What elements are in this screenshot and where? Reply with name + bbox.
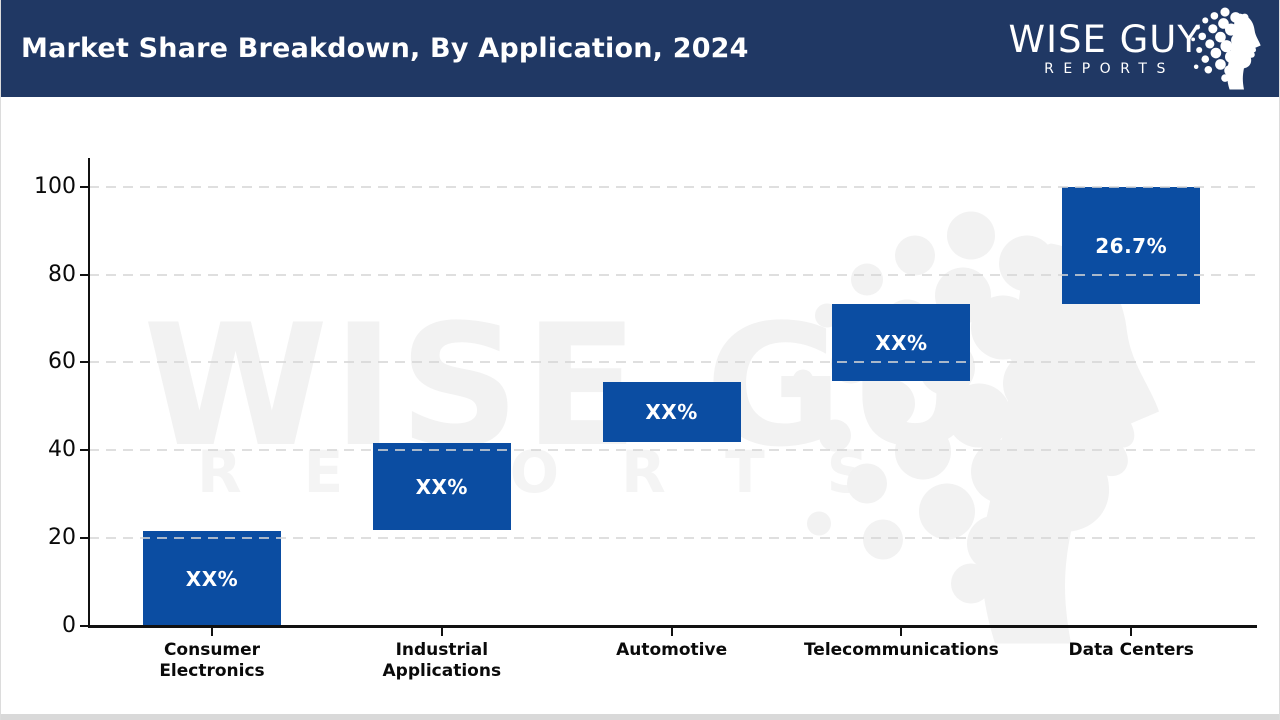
brand-wordmark: WISE GUY REPORTS <box>1008 18 1201 78</box>
y-tick-label-0: 0 <box>62 612 76 638</box>
y-tick-mark-20 <box>80 536 89 539</box>
y-tick-label-60: 60 <box>48 349 76 375</box>
gridline-100 <box>89 186 1257 188</box>
gridline-40 <box>89 449 1257 452</box>
brand-subname: REPORTS <box>1044 61 1175 77</box>
x-tick-label-0: Consumer Electronics <box>159 640 265 681</box>
x-tick-mark-3 <box>900 627 903 636</box>
bar-industrial-applications: XX% <box>372 442 511 531</box>
y-axis-line <box>88 158 90 628</box>
bar-value-label: XX% <box>645 400 698 425</box>
footer-divider-strip <box>1 714 1279 720</box>
x-tick-mark-2 <box>670 627 673 636</box>
x-tick-label-2: Automotive <box>616 640 728 660</box>
x-tick-mark-4 <box>1130 627 1133 636</box>
bar-value-label: 26.7% <box>1095 233 1168 258</box>
bar-telecommunications: XX% <box>832 304 971 382</box>
y-tick-label-80: 80 <box>48 261 76 287</box>
x-tick-label-3: Telecommunications <box>803 640 999 660</box>
bar-value-label: XX% <box>185 566 239 591</box>
gridline-60 <box>89 361 1257 364</box>
y-tick-label-40: 40 <box>48 437 76 463</box>
gridline-80 <box>89 273 1257 276</box>
header-bar: Market Share Breakdown, By Application, … <box>1 0 1279 97</box>
bar-data-centers: 26.7% <box>1062 187 1201 305</box>
y-tick-mark-0 <box>80 624 89 627</box>
y-tick-mark-40 <box>80 449 89 452</box>
bar-consumer-electronics: XX% <box>143 531 281 626</box>
y-tick-mark-60 <box>80 361 89 364</box>
bar-value-label: XX% <box>415 474 468 499</box>
y-tick-label-20: 20 <box>48 524 76 550</box>
bar-value-label: XX% <box>875 330 928 355</box>
x-tick-label-1: Industrial Applications <box>382 640 502 681</box>
y-tick-mark-100 <box>80 186 89 188</box>
brand-logo: WISE GUY REPORTS <box>1009 6 1263 91</box>
x-tick-mark-0 <box>211 627 213 636</box>
page-title: Market Share Breakdown, By Application, … <box>21 33 749 64</box>
brand-name: WISE GUY <box>1008 18 1201 61</box>
bar-automotive: XX% <box>602 382 741 442</box>
x-tick-label-4: Data Centers <box>1068 640 1194 660</box>
y-tick-label-100: 100 <box>34 174 76 199</box>
y-tick-mark-80 <box>80 273 89 276</box>
x-tick-mark-1 <box>440 627 443 636</box>
gridline-20 <box>89 536 1257 539</box>
x-axis-line <box>88 625 1257 628</box>
